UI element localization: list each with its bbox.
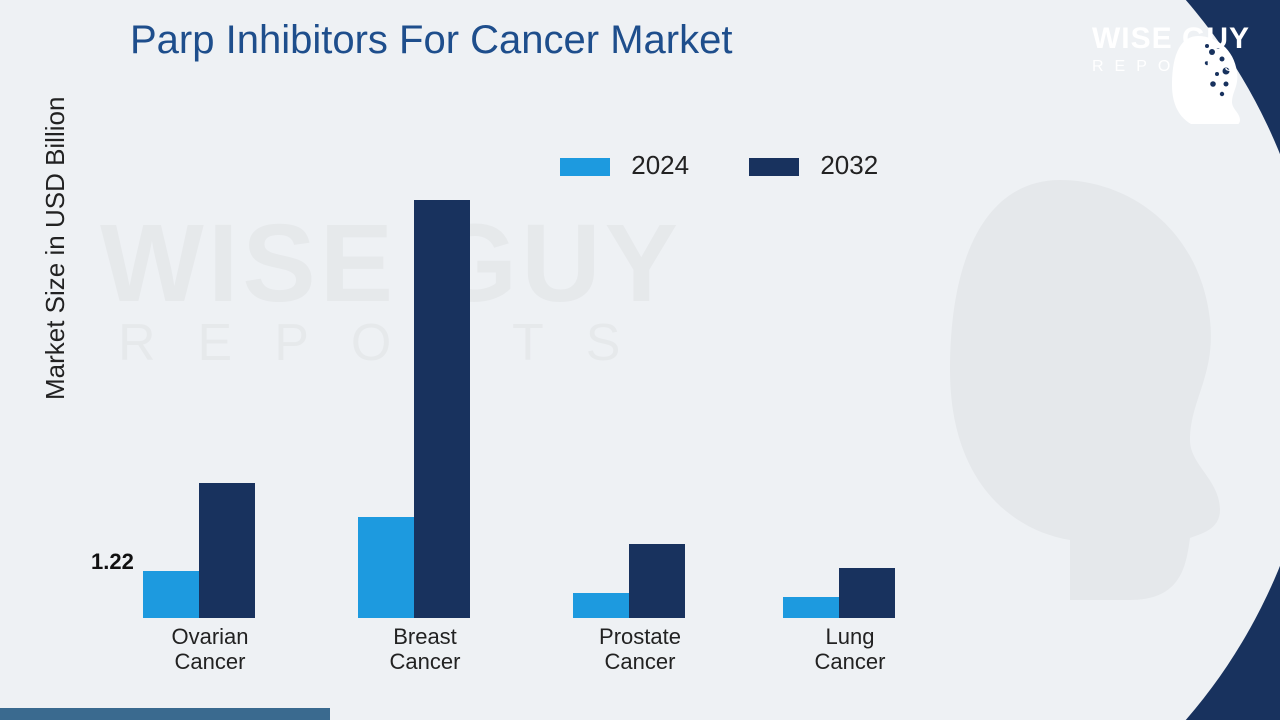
chart-canvas: WISE GUY REPORTS Parp Inhibitors For Can… (0, 0, 1280, 720)
bar-2032 (629, 544, 685, 618)
category-label: BreastCancer (340, 618, 510, 675)
legend: 2024 2032 (560, 150, 878, 181)
y-axis-label: Market Size in USD Billion (40, 97, 71, 400)
category-label: LungCancer (765, 618, 935, 675)
legend-label-2024: 2024 (631, 150, 689, 180)
bar-2024 (143, 571, 199, 618)
brand-bottom: REPORTS (1092, 58, 1250, 76)
category-label: OvarianCancer (125, 618, 295, 675)
bar-2024 (358, 517, 414, 618)
category-label: ProstateCancer (555, 618, 725, 675)
legend-label-2032: 2032 (820, 150, 878, 180)
data-label: 1.22 (91, 549, 134, 575)
bar-2024 (783, 597, 839, 618)
bar-2024 (573, 593, 629, 618)
bar-2032 (414, 200, 470, 618)
watermark-head-icon (870, 170, 1220, 600)
legend-swatch-2024 (560, 158, 610, 176)
brand-top: WISE GUY (1092, 22, 1250, 56)
plot-area: OvarianCancer1.22BreastCancerProstateCan… (125, 200, 915, 618)
bottom-accent-bar (0, 708, 330, 720)
bar-2032 (839, 568, 895, 618)
legend-swatch-2032 (749, 158, 799, 176)
chart-title: Parp Inhibitors For Cancer Market (130, 18, 732, 63)
brand-logo: WISE GUY REPORTS (1092, 22, 1250, 76)
legend-item-2032: 2032 (749, 150, 878, 181)
legend-item-2024: 2024 (560, 150, 689, 181)
bar-2032 (199, 483, 255, 618)
